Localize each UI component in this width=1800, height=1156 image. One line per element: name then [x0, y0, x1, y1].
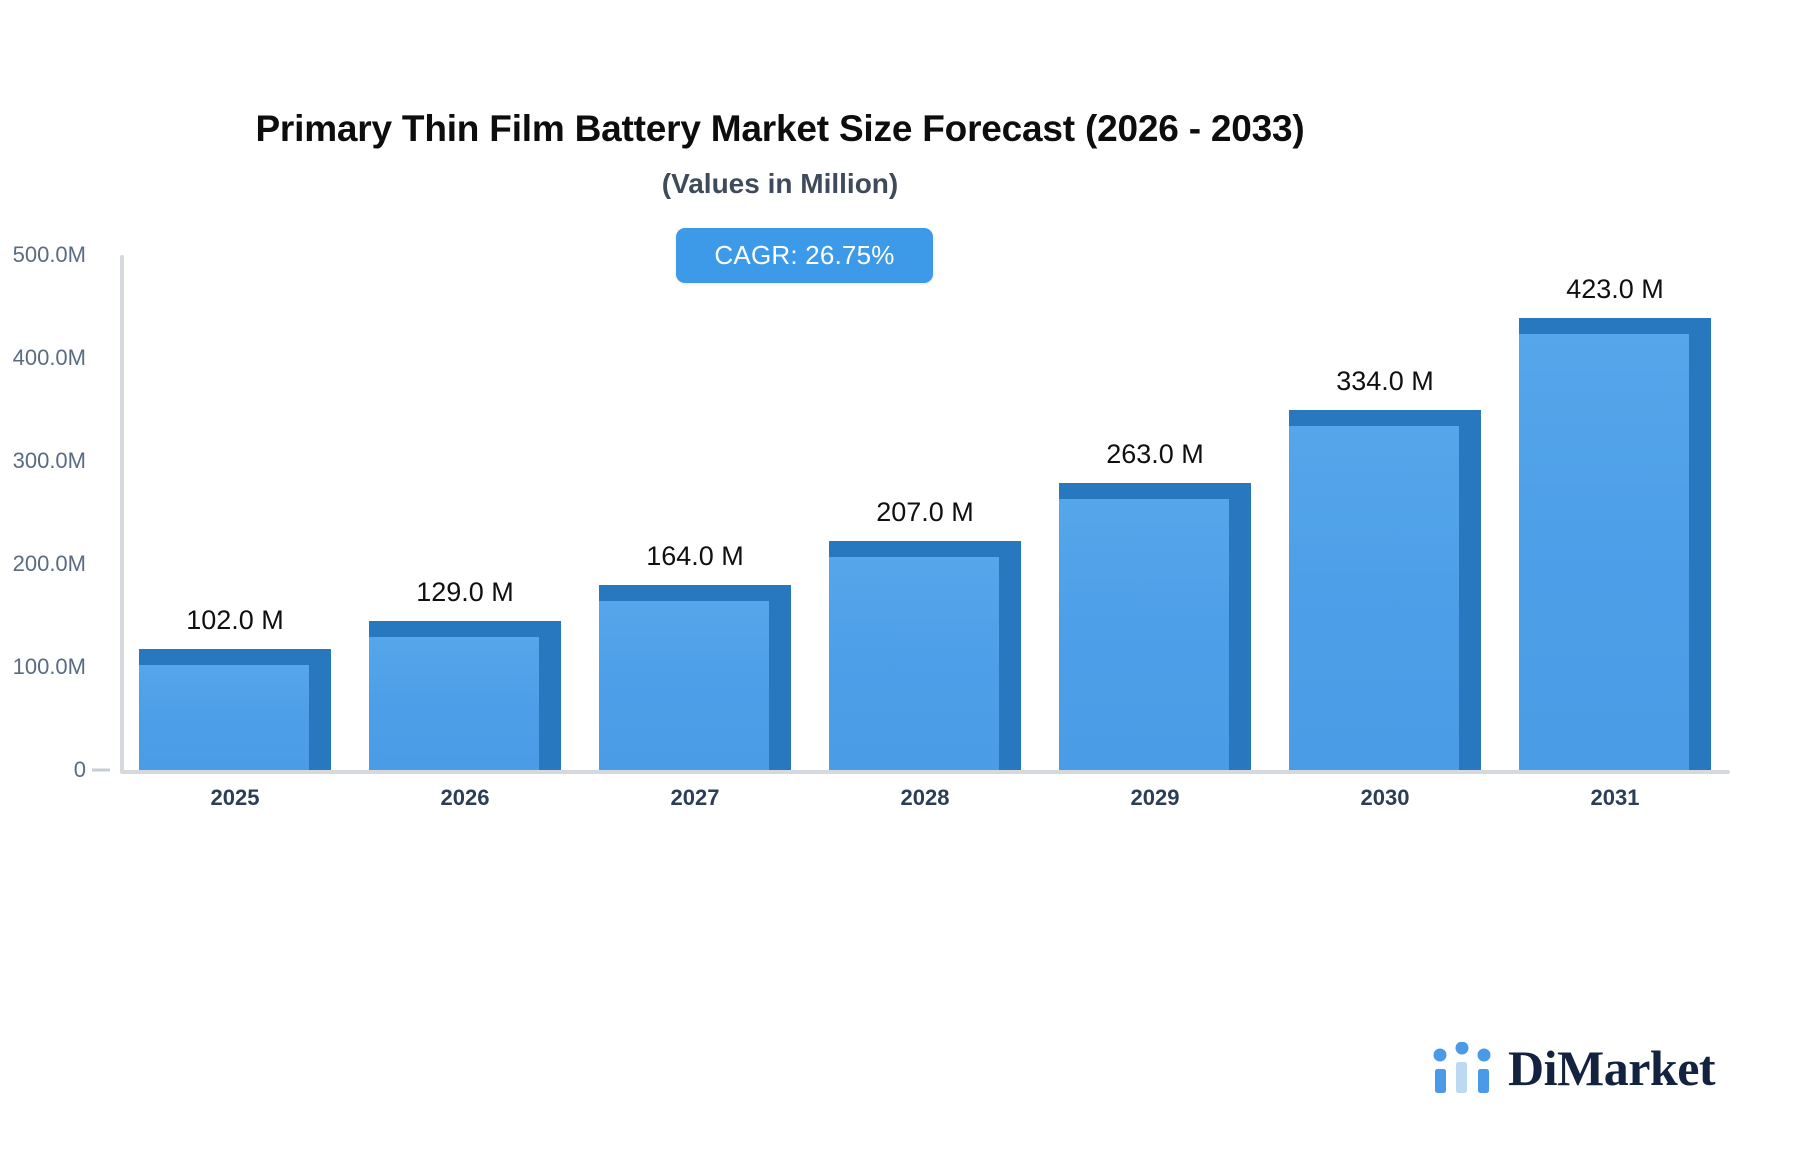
bar-value-label: 423.0 M — [1566, 274, 1664, 305]
bar-side-face — [1689, 318, 1711, 770]
bar-top-face — [829, 540, 1021, 557]
bar — [1519, 318, 1711, 770]
bar-side-face — [1229, 483, 1251, 770]
bar-top-face — [1289, 409, 1481, 426]
x-axis-category-label: 2031 — [1590, 785, 1640, 810]
bar-side-face — [769, 585, 791, 770]
bar-front-face — [829, 556, 999, 770]
bar-front-face — [599, 601, 769, 770]
bar-top-face — [369, 621, 561, 638]
x-axis-category-label: 2029 — [1130, 785, 1180, 810]
x-axis-category-label: 2028 — [900, 785, 950, 810]
x-axis-category-label: 2026 — [440, 785, 490, 810]
bar-top-face — [599, 585, 791, 602]
bar — [599, 585, 791, 770]
bar-value-label: 164.0 M — [646, 541, 744, 572]
chart-title: Primary Thin Film Battery Market Size Fo… — [255, 108, 1305, 149]
bar — [1059, 483, 1251, 770]
bar-side-face — [309, 648, 331, 770]
bar-value-label: 334.0 M — [1336, 365, 1434, 396]
bar-value-label: 207.0 M — [876, 496, 974, 527]
x-axis-category-label: 2027 — [670, 785, 720, 810]
y-axis-line — [120, 255, 124, 772]
bar-top-face — [1059, 483, 1251, 500]
bar-front-face — [1519, 334, 1689, 770]
cagr-badge-label: CAGR: 26.75% — [714, 240, 895, 270]
x-axis-category-label: 2025 — [210, 785, 260, 810]
y-axis-tick-label: 400.0M — [12, 345, 86, 370]
bar-front-face — [1289, 425, 1459, 770]
y-axis-tick-label: 300.0M — [12, 448, 86, 473]
bar-chart-dots-icon — [1433, 1042, 1491, 1093]
bar-top-face — [139, 648, 331, 665]
y-axis-tick-label: 200.0M — [12, 551, 86, 576]
bar-value-label: 129.0 M — [416, 577, 514, 608]
bar — [1289, 409, 1481, 770]
bar — [829, 540, 1021, 770]
y-axis-tick-label: 0 — [73, 757, 86, 782]
chart-subtitle: (Values in Million) — [661, 168, 899, 199]
bar-top-face — [1519, 318, 1711, 335]
logo-wordmark: DiMarket — [1508, 1040, 1716, 1096]
bar — [369, 621, 561, 770]
y-axis-tick-mark — [92, 768, 110, 772]
bar-value-label: 102.0 M — [186, 604, 284, 635]
bar-side-face — [999, 540, 1021, 770]
x-axis-category-label: 2030 — [1360, 785, 1410, 810]
bar-side-face — [539, 621, 561, 770]
bar — [139, 648, 331, 770]
dimarket-logo: DiMarket — [1432, 1040, 1716, 1096]
y-axis-tick-label: 500.0M — [12, 242, 86, 267]
bar-front-face — [369, 637, 539, 770]
bar-side-face — [1459, 409, 1481, 770]
bar-front-face — [1059, 499, 1229, 770]
cagr-badge: CAGR: 26.75% — [676, 228, 933, 283]
bar-front-face — [139, 664, 309, 770]
bar-value-label: 263.0 M — [1106, 439, 1204, 470]
y-axis-tick-label: 100.0M — [12, 654, 86, 679]
x-axis-line — [120, 770, 1730, 774]
